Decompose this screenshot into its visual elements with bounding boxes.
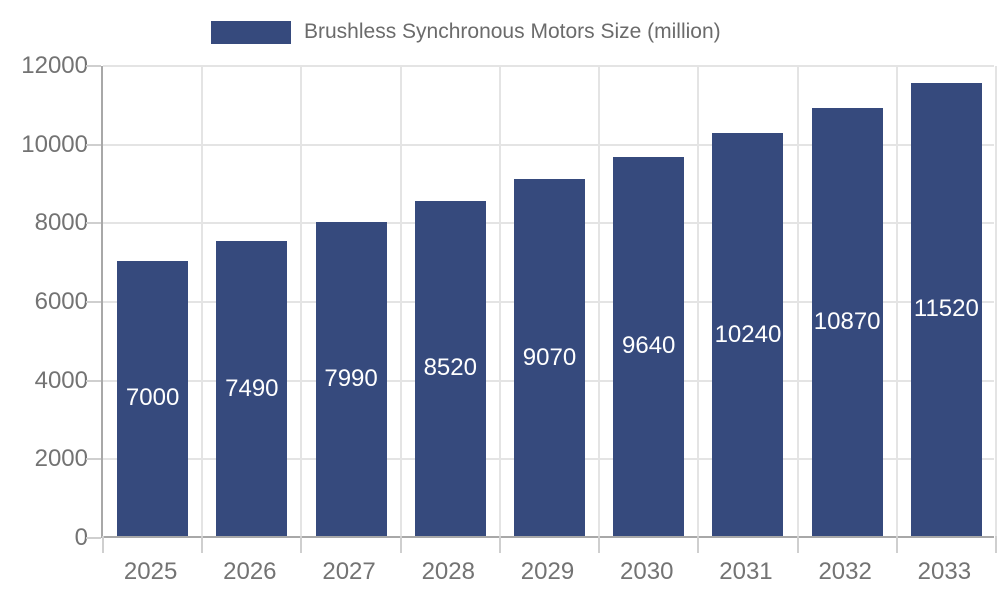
bar-value-label: 10870 [813, 308, 881, 336]
y-tick-label: 2000 [34, 445, 88, 473]
bar-2029: 9070 [514, 179, 585, 536]
y-tick [86, 143, 101, 146]
x-tick [399, 536, 402, 553]
v-gridline [697, 66, 700, 536]
v-gridline [399, 66, 402, 536]
x-tick [598, 536, 601, 553]
y-tick-label: 8000 [34, 209, 88, 237]
x-tick [995, 536, 997, 553]
x-category-label: 2028 [421, 558, 475, 585]
h-gridline [103, 143, 994, 146]
bar-value-label: 7000 [125, 384, 180, 412]
bar-2028: 8520 [414, 200, 486, 536]
x-category-label: 2025 [123, 558, 178, 585]
x-category-label: 2026 [223, 558, 277, 585]
legend: Brushless Synchronous Motors Size (milli… [211, 18, 721, 46]
bar-value-label: 7990 [324, 364, 378, 392]
y-tick [86, 537, 101, 539]
y-tick-label: 4000 [34, 366, 88, 394]
y-tick-label: 12000 [21, 52, 88, 79]
bar-value-label: 9070 [522, 343, 577, 371]
legend-label: Brushless Synchronous Motors Size (milli… [304, 20, 721, 43]
x-category-label: 2032 [818, 558, 872, 585]
bar-value-label: 11520 [913, 295, 979, 323]
y-tick [86, 379, 101, 382]
x-tick [498, 536, 501, 553]
bar-2027: 7990 [315, 221, 387, 536]
y-tick [86, 301, 101, 303]
bar-2032: 10870 [811, 108, 883, 536]
y-tick [86, 65, 101, 67]
x-tick [102, 536, 104, 553]
x-category-label: 2031 [719, 558, 773, 585]
x-category-label: 2027 [322, 558, 376, 585]
x-category-label: 2030 [620, 558, 674, 585]
x-tick [895, 536, 898, 553]
y-tick [86, 222, 101, 225]
v-gridline [300, 66, 303, 536]
x-tick [300, 536, 303, 553]
v-gridline [201, 66, 204, 536]
x-tick [796, 536, 799, 553]
bar-2033: 11520 [910, 82, 982, 536]
bar-value-label: 7490 [225, 374, 279, 402]
v-gridline [498, 66, 501, 536]
y-tick-label: 6000 [34, 288, 88, 315]
bar-2031: 10240 [712, 133, 784, 536]
v-gridline [796, 66, 799, 536]
x-category-label: 2029 [520, 558, 575, 585]
bar-value-label: 9640 [622, 332, 676, 360]
plot-area: 7000 7490 7990 8520 9070 9640 10240 10870 11520 [86, 65, 997, 553]
v-gridline [995, 66, 997, 536]
bar-2026: 7490 [216, 241, 288, 536]
y-tick-label: 10000 [21, 130, 88, 158]
x-category-label: 2033 [917, 558, 972, 585]
x-tick [697, 536, 700, 553]
bar-value-label: 10240 [714, 320, 782, 348]
h-gridline [103, 65, 994, 67]
v-gridline [598, 66, 601, 536]
legend-swatch [211, 20, 291, 44]
bar-value-label: 8520 [423, 354, 477, 382]
x-tick [201, 536, 204, 553]
v-gridline [895, 66, 898, 536]
y-axis-labels: 0 2000 4000 6000 8000 10000 12000 [0, 54, 88, 550]
bar-2025: 7000 [117, 260, 189, 536]
y-tick [86, 458, 101, 461]
x-axis-labels: 2025 2026 2027 2028 2029 2030 2031 2032 2033 [101, 552, 994, 592]
y-tick-label: 0 [74, 524, 88, 551]
bar-2030: 9640 [613, 156, 685, 536]
